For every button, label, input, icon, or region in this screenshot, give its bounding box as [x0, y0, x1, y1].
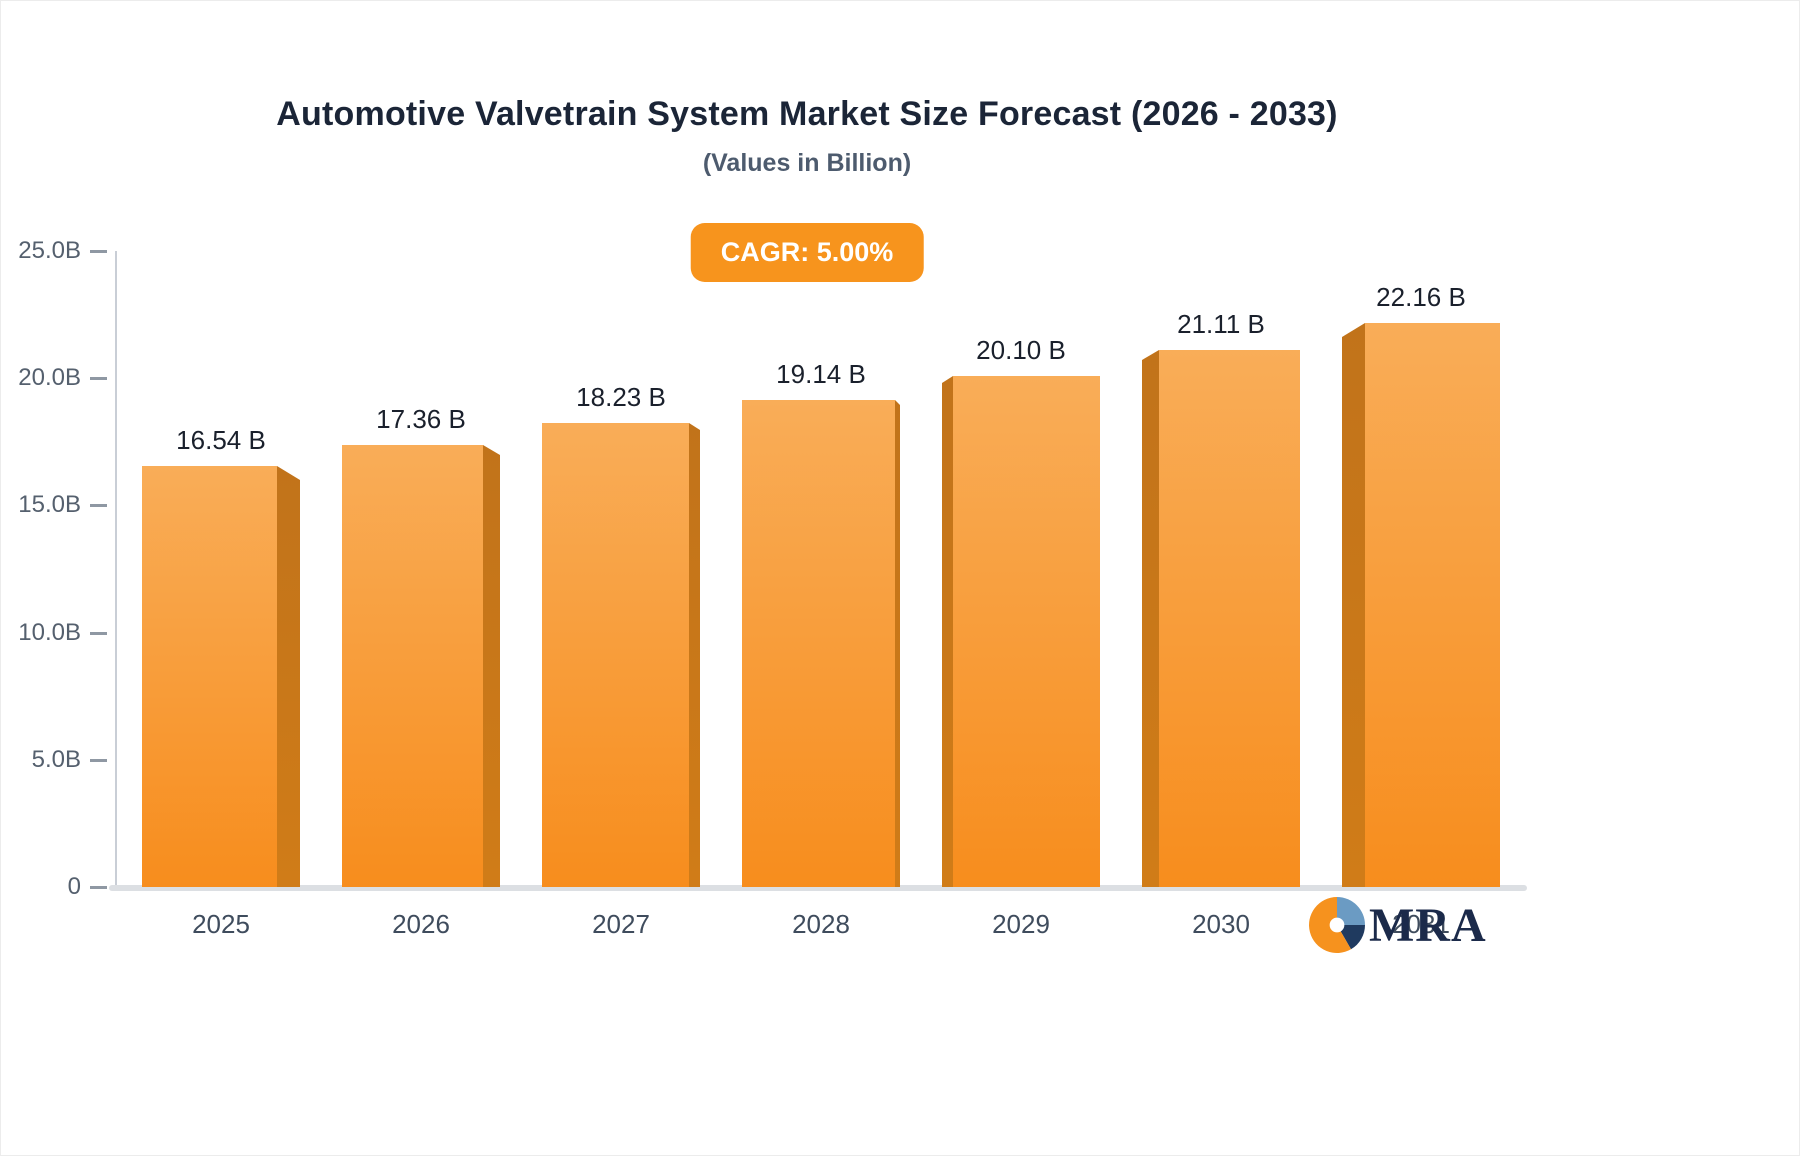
bar-value-label: 20.10 B — [976, 335, 1066, 365]
x-axis-label: 2028 — [792, 909, 850, 939]
x-axis-label: 2031 — [1392, 909, 1450, 939]
x-axis-label: 2029 — [992, 909, 1050, 939]
bar-main-face — [953, 376, 1100, 887]
y-tick-label: 15.0B — [18, 491, 81, 519]
y-tick-label: 5.0B — [31, 745, 81, 773]
bar-slot: 21.11 B — [1121, 251, 1321, 887]
bar-side-face — [277, 466, 300, 887]
y-tick-mark — [90, 504, 107, 508]
bar — [342, 445, 500, 887]
y-axis-line — [115, 251, 117, 889]
bar-main-face — [1365, 323, 1500, 887]
y-tick-mark — [90, 886, 107, 889]
bar — [1342, 323, 1500, 887]
bar-value-label: 21.11 B — [1177, 309, 1265, 339]
y-tick-label: 0 — [67, 873, 81, 900]
chart-title: Automotive Valvetrain System Market Size… — [276, 95, 1338, 133]
bar-slot: 19.14 B — [721, 251, 921, 887]
x-axis-label: 2030 — [1192, 909, 1250, 939]
bar-slot: 18.23 B — [521, 251, 721, 887]
y-tick-mark — [90, 377, 107, 381]
bar-value-label: 17.36 B — [376, 404, 466, 434]
y-tick-mark — [90, 631, 107, 635]
pie-chart-icon — [1309, 897, 1365, 953]
y-tick-label: 25.0B — [18, 237, 81, 264]
bar-main-face — [742, 400, 895, 887]
bar-main-face — [342, 445, 483, 887]
bar-slot: 16.54 B — [121, 251, 321, 887]
bar-side-face — [483, 445, 500, 887]
x-axis-label: 2027 — [592, 909, 650, 939]
bar-value-label: 19.14 B — [776, 359, 866, 389]
bar-side-face — [942, 376, 953, 887]
bar-value-label: 22.16 B — [1376, 282, 1466, 312]
bar-slot: 20.10 B — [921, 251, 1121, 887]
bar — [142, 466, 300, 887]
bar-side-face — [1342, 323, 1365, 887]
bar — [1142, 350, 1300, 887]
x-axis-label: 2025 — [192, 909, 250, 939]
bar-main-face — [142, 466, 277, 887]
y-tick-label: 10.0B — [18, 618, 81, 646]
bar-side-face — [1142, 350, 1159, 887]
logo: MRA — [1309, 897, 1487, 953]
bar — [742, 400, 900, 887]
bar-slot: 22.16 B — [1321, 251, 1521, 887]
y-tick-mark — [90, 250, 107, 253]
bar-main-face — [1159, 350, 1300, 887]
y-tick-mark — [90, 758, 107, 762]
bar-side-face — [689, 423, 700, 887]
bar — [942, 376, 1100, 887]
chart-subtitle: (Values in Billion) — [702, 149, 912, 177]
bar-value-label: 16.54 B — [176, 425, 266, 455]
bars-area: 16.54 B 17.36 B 18.23 B 19.14 B 20.10 B 21.11… — [121, 251, 1521, 887]
cagr-badge: CAGR: 5.00% — [690, 223, 924, 282]
bar — [542, 423, 700, 887]
logo-text: MRA — [1369, 898, 1487, 952]
bar-side-face — [895, 400, 900, 887]
y-tick-label: 20.0B — [18, 364, 81, 392]
x-axis-labels: 2025 2026 2027 2028 2029 2030 2031 — [121, 909, 1521, 940]
bar-slot: 17.36 B — [321, 251, 521, 887]
bar-value-label: 18.23 B — [576, 382, 666, 412]
x-axis-label: 2026 — [392, 909, 450, 939]
bar-main-face — [542, 423, 689, 887]
x-axis-baseline — [109, 885, 1527, 891]
